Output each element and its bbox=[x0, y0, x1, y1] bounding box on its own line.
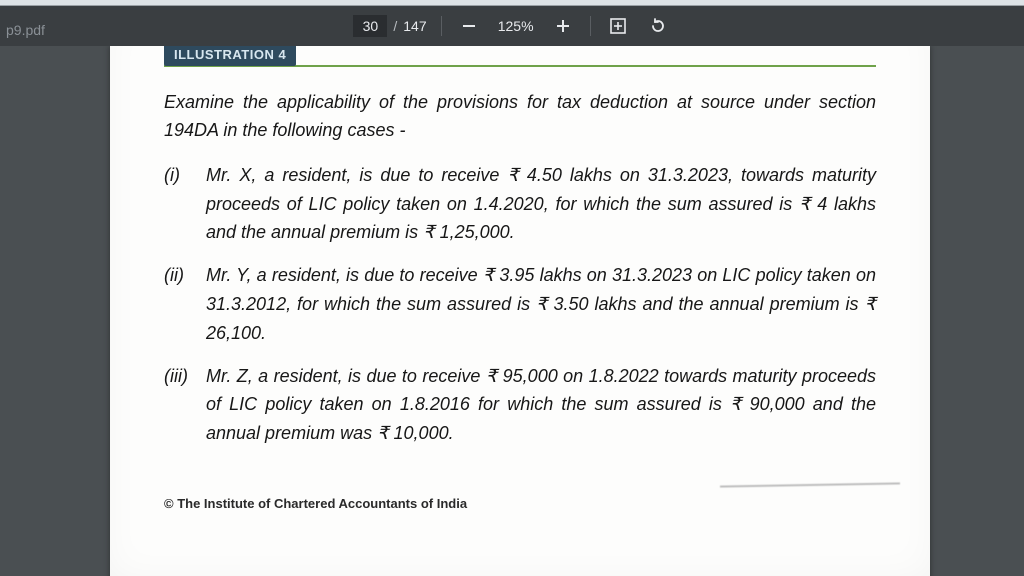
toolbar-divider bbox=[441, 16, 442, 36]
illustration-banner: ILLUSTRATION 4 bbox=[164, 46, 296, 66]
page-number-input[interactable] bbox=[353, 15, 387, 37]
page-indicator: / 147 bbox=[353, 15, 426, 37]
list-marker: (iii) bbox=[164, 362, 206, 448]
list-body: Mr. X, a resident, is due to receive ₹ 4… bbox=[206, 161, 876, 247]
pdf-toolbar: / 147 125% bbox=[0, 6, 1024, 46]
list-item: (i) Mr. X, a resident, is due to receive… bbox=[164, 161, 876, 247]
pdf-page: ILLUSTRATION 4 Examine the applicability… bbox=[110, 46, 930, 576]
list-item: (ii) Mr. Y, a resident, is due to receiv… bbox=[164, 261, 876, 347]
list-marker: (ii) bbox=[164, 261, 206, 347]
intro-paragraph: Examine the applicability of the provisi… bbox=[164, 89, 876, 145]
list-body: Mr. Y, a resident, is due to receive ₹ 3… bbox=[206, 261, 876, 347]
copyright-footer: The Institute of Chartered Accountants o… bbox=[164, 496, 876, 511]
rotate-button[interactable] bbox=[645, 13, 671, 39]
zoom-out-button[interactable] bbox=[456, 13, 482, 39]
pdf-viewport[interactable]: ILLUSTRATION 4 Examine the applicability… bbox=[0, 46, 1024, 576]
toolbar-divider bbox=[590, 16, 591, 36]
page-total: 147 bbox=[403, 18, 426, 34]
zoom-value: 125% bbox=[496, 18, 536, 34]
list-marker: (i) bbox=[164, 161, 206, 247]
tab-filename: p9.pdf bbox=[6, 22, 45, 38]
list-item: (iii) Mr. Z, a resident, is due to recei… bbox=[164, 362, 876, 448]
fit-page-button[interactable] bbox=[605, 13, 631, 39]
page-separator: / bbox=[393, 18, 397, 34]
case-list: (i) Mr. X, a resident, is due to receive… bbox=[164, 161, 876, 448]
list-body: Mr. Z, a resident, is due to receive ₹ 9… bbox=[206, 362, 876, 448]
zoom-in-button[interactable] bbox=[550, 13, 576, 39]
